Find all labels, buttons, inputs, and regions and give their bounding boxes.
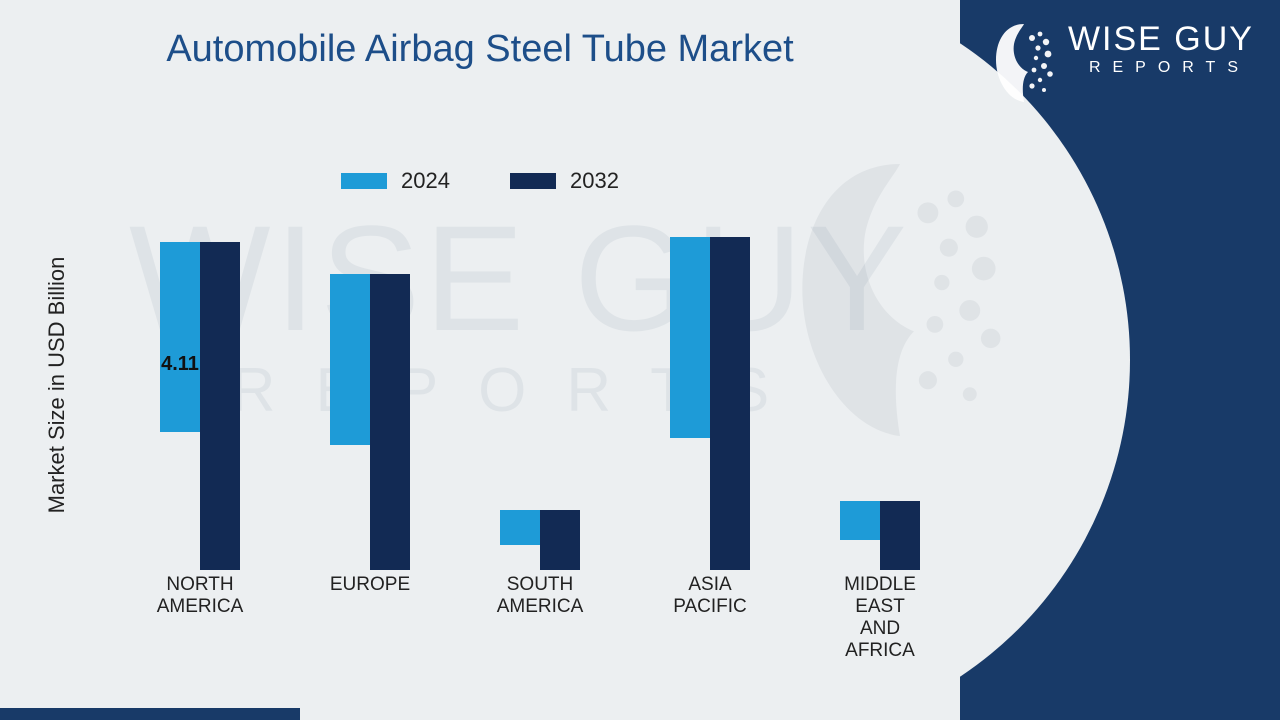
legend-swatch-2024 <box>341 173 387 189</box>
plot-area: 4.11 <box>130 200 970 570</box>
chart: Market Size in USD Billion 4.11 NORTHAME… <box>100 200 970 690</box>
canvas: WISE GUY REPORTS WISE GUY REPORTS Automo… <box>0 0 1280 720</box>
bar-2032-ap <box>710 237 750 570</box>
bar-2032-mea <box>880 501 920 570</box>
x-label-eu: EUROPE <box>300 574 440 596</box>
bar-group-mea <box>830 501 930 570</box>
bar-group-ap <box>660 237 760 570</box>
bar-value-label-na: 4.11 <box>161 353 199 376</box>
brand-logo: WISE GUY REPORTS <box>1068 22 1254 76</box>
legend: 2024 2032 <box>0 168 960 194</box>
y-axis-label: Market Size in USD Billion <box>44 200 74 570</box>
x-label-mea: MIDDLEEASTANDAFRICA <box>810 574 950 661</box>
legend-label-2032: 2032 <box>570 168 619 194</box>
legend-swatch-2032 <box>510 173 556 189</box>
bar-2024-na <box>160 242 200 432</box>
bar-2024-mea <box>840 501 880 540</box>
bar-group-na <box>150 242 250 570</box>
chart-title: Automobile Airbag Steel Tube Market <box>0 28 960 71</box>
bar-2024-eu <box>330 274 370 445</box>
bar-2024-sa <box>500 510 540 545</box>
bar-2032-na <box>200 242 240 570</box>
x-label-sa: SOUTHAMERICA <box>470 574 610 618</box>
legend-item-2032: 2032 <box>510 168 619 194</box>
brand-panel <box>960 0 1280 720</box>
bar-group-sa <box>490 510 590 570</box>
brand-subname: REPORTS <box>1068 60 1254 76</box>
bar-2024-ap <box>670 237 710 438</box>
x-label-na: NORTHAMERICA <box>130 574 270 618</box>
brand-head-icon <box>988 20 1060 106</box>
x-axis-labels: NORTHAMERICA EUROPE SOUTHAMERICA ASIAPACIFI… <box>130 574 970 684</box>
x-label-ap: ASIAPACIFIC <box>640 574 780 618</box>
legend-item-2024: 2024 <box>341 168 450 194</box>
bar-2032-sa <box>540 510 580 570</box>
legend-label-2024: 2024 <box>401 168 450 194</box>
brand-name: WISE GUY <box>1068 22 1254 56</box>
bar-2032-eu <box>370 274 410 570</box>
footer-accent-bar <box>0 708 300 720</box>
bar-group-eu <box>320 274 420 570</box>
